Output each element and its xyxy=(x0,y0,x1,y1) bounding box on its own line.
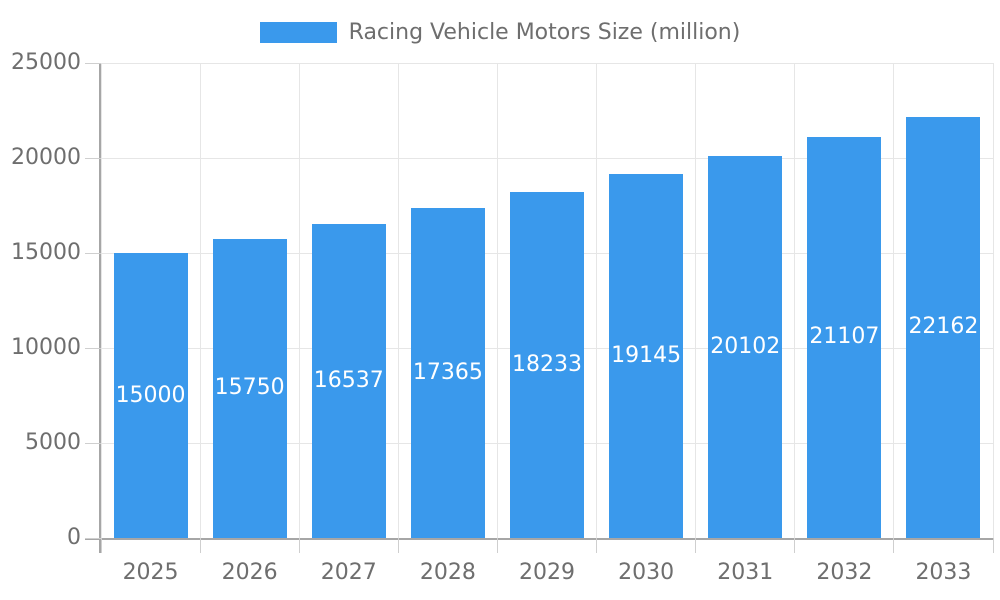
bar[interactable] xyxy=(311,223,386,538)
y-axis-line xyxy=(99,63,101,553)
h-gridline xyxy=(101,62,993,64)
y-tick-mark xyxy=(85,157,101,159)
bar-value-label: 18233 xyxy=(512,351,582,377)
x-axis-tick-label: 2030 xyxy=(618,560,675,585)
x-axis-tick-label: 2027 xyxy=(320,560,377,585)
v-gridline xyxy=(695,63,697,538)
bar[interactable] xyxy=(113,253,188,538)
plot-area: 0 5000 10000 15000 20000 25000 15000 2025 15750 2… xyxy=(11,50,994,585)
y-axis-tick-label: 10000 xyxy=(11,335,81,360)
x-tick-mark xyxy=(794,538,796,553)
x-axis-tick-label: 2025 xyxy=(122,560,179,585)
x-tick-mark xyxy=(397,538,399,553)
x-tick-mark xyxy=(695,538,697,553)
bar-value-label: 15750 xyxy=(214,375,285,401)
x-axis-tick-label: 2033 xyxy=(915,560,972,585)
x-axis-tick-label: 2029 xyxy=(519,560,575,585)
x-tick-mark xyxy=(992,538,994,553)
x-axis-line xyxy=(85,538,993,540)
bar-value-label: 19145 xyxy=(611,343,682,369)
bar[interactable] xyxy=(906,116,981,538)
v-gridline xyxy=(100,63,102,538)
x-tick-mark xyxy=(100,538,102,553)
y-axis-tick-label: 0 xyxy=(67,525,81,550)
x-axis-tick-label: 2031 xyxy=(717,560,774,585)
bar-value-label: 15000 xyxy=(115,382,186,408)
y-tick-mark xyxy=(85,347,101,349)
v-gridline xyxy=(596,63,598,538)
y-tick-mark xyxy=(85,62,101,64)
bar-value-label: 21107 xyxy=(809,324,880,350)
bar[interactable] xyxy=(212,238,287,538)
y-axis-tick-label: 5000 xyxy=(25,430,81,455)
y-tick-mark xyxy=(85,252,101,254)
bar-value-label: 22162 xyxy=(908,314,979,340)
y-axis-tick-label: 15000 xyxy=(11,240,81,265)
x-axis-tick-label: 2026 xyxy=(221,560,278,585)
x-tick-mark xyxy=(496,538,498,553)
y-tick-mark xyxy=(85,442,101,444)
x-axis-tick-label: 2032 xyxy=(816,560,873,585)
bar-value-label: 17365 xyxy=(412,360,483,386)
h-gridline xyxy=(101,157,993,159)
x-tick-mark xyxy=(893,538,895,553)
v-gridline xyxy=(992,63,994,538)
legend-label: Racing Vehicle Motors Size (million) xyxy=(348,20,741,45)
legend[interactable]: Racing Vehicle Motors Size (million) xyxy=(0,20,1000,45)
x-axis-tick-label: 2028 xyxy=(419,560,476,585)
v-gridline xyxy=(794,63,796,538)
bar[interactable] xyxy=(807,136,882,538)
x-tick-mark xyxy=(298,538,300,553)
y-axis-tick-label: 25000 xyxy=(11,50,81,75)
legend-swatch xyxy=(259,22,337,43)
bar[interactable] xyxy=(410,208,485,538)
v-gridline xyxy=(397,63,399,538)
v-gridline xyxy=(298,63,300,538)
bar[interactable] xyxy=(609,174,684,538)
y-axis-tick-label: 20000 xyxy=(11,145,81,170)
v-gridline xyxy=(199,63,201,538)
bar[interactable] xyxy=(510,191,584,538)
v-gridline xyxy=(893,63,895,538)
bar-value-label: 16537 xyxy=(313,367,384,393)
y-tick-mark xyxy=(85,537,101,539)
v-gridline xyxy=(496,63,498,538)
bar[interactable] xyxy=(708,156,783,538)
x-tick-mark xyxy=(596,538,598,553)
x-tick-mark xyxy=(199,538,201,553)
bar-value-label: 20102 xyxy=(710,334,781,360)
